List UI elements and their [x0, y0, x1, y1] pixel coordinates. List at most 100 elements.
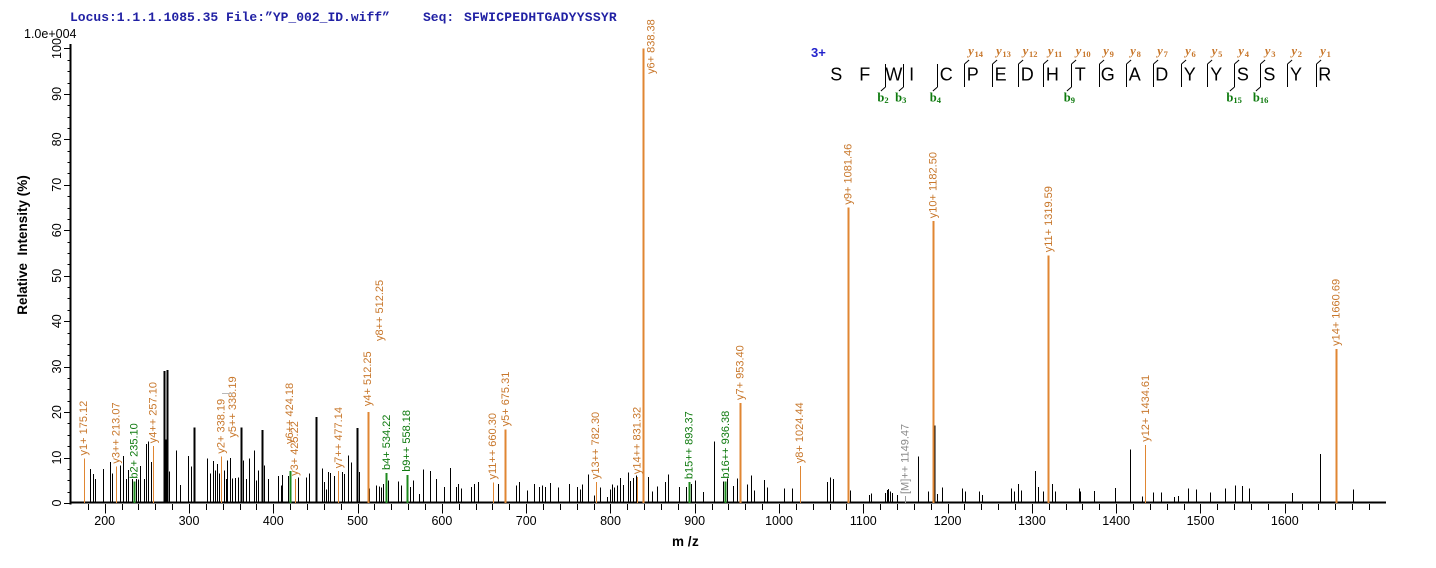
svg-text:5: 5: [1218, 49, 1222, 59]
svg-text:y: y: [1101, 44, 1109, 58]
svg-text:y: y: [1046, 44, 1054, 58]
svg-text:y: y: [966, 44, 974, 58]
svg-text:y8++ 512.25: y8++ 512.25: [374, 280, 386, 341]
svg-text:H: H: [1046, 65, 1059, 85]
svg-text:R: R: [1318, 65, 1331, 85]
svg-text:b: b: [1064, 91, 1071, 105]
svg-text:y6+ 838.38: y6+ 838.38: [646, 19, 658, 74]
svg-text:y8+ 1024.44: y8+ 1024.44: [794, 402, 806, 463]
svg-text:y: y: [1210, 44, 1218, 58]
svg-text:60: 60: [50, 223, 64, 237]
svg-text:9: 9: [1110, 49, 1114, 59]
svg-text:D: D: [1021, 65, 1034, 85]
svg-text:[M]++ 1149.47: [M]++ 1149.47: [900, 424, 912, 494]
svg-text:600: 600: [431, 514, 452, 528]
svg-text:50: 50: [50, 269, 64, 283]
svg-text:y11+ 1319.59: y11+ 1319.59: [1043, 186, 1055, 252]
svg-text:14: 14: [975, 49, 984, 59]
svg-text:A: A: [1129, 65, 1141, 85]
svg-text:y: y: [1236, 44, 1244, 58]
svg-text:4: 4: [1245, 49, 1250, 59]
svg-text:900: 900: [684, 514, 705, 528]
svg-text:y14+ 1660.69: y14+ 1660.69: [1331, 279, 1343, 346]
svg-text:6: 6: [1192, 49, 1196, 59]
svg-text:y2+ 338.19: y2+ 338.19: [216, 399, 228, 454]
svg-text:10: 10: [50, 451, 64, 465]
svg-text:y5+ 675.31: y5+ 675.31: [500, 372, 512, 427]
svg-text:y: y: [1183, 44, 1191, 58]
svg-text:2: 2: [884, 95, 888, 105]
svg-text:800: 800: [600, 514, 621, 528]
svg-text:500: 500: [347, 514, 368, 528]
svg-text:C: C: [940, 65, 953, 85]
svg-text:400: 400: [263, 514, 284, 528]
svg-text:b15++ 893.37: b15++ 893.37: [684, 411, 696, 479]
svg-text:W: W: [885, 65, 902, 85]
svg-text:0: 0: [50, 499, 64, 506]
svg-text:b9++ 558.18: b9++ 558.18: [401, 410, 413, 472]
svg-text:Y: Y: [1210, 65, 1222, 85]
svg-text:T: T: [1075, 65, 1086, 85]
svg-text:S: S: [1237, 65, 1249, 85]
svg-text:b: b: [895, 91, 902, 105]
svg-text:y9+ 1081.46: y9+ 1081.46: [842, 144, 854, 205]
svg-text:b: b: [930, 91, 937, 105]
svg-text:Y: Y: [1290, 65, 1302, 85]
svg-text:SFWICPEDHTGADYYSSYR: SFWICPEDHTGADYYSSYR: [464, 10, 617, 25]
svg-text:y: y: [1290, 44, 1298, 58]
svg-text:3: 3: [902, 95, 906, 105]
svg-text:Seq:: Seq:: [423, 10, 454, 25]
svg-text:y11++ 660.30: y11++ 660.30: [487, 413, 499, 479]
svg-text:y7+ 953.40: y7+ 953.40: [734, 345, 746, 400]
svg-text:F: F: [859, 65, 870, 85]
svg-text:y: y: [1128, 44, 1136, 58]
svg-text:y12+ 1434.61: y12+ 1434.61: [1140, 375, 1152, 442]
svg-text:m /z: m /z: [672, 534, 699, 549]
svg-text:y: y: [1074, 44, 1082, 58]
svg-text:8: 8: [1137, 49, 1141, 59]
svg-text:80: 80: [50, 132, 64, 146]
svg-text:90: 90: [50, 87, 64, 101]
svg-text:y13++ 782.30: y13++ 782.30: [590, 412, 602, 479]
svg-text:b16++ 936.38: b16++ 936.38: [720, 411, 732, 479]
svg-text:1500: 1500: [1187, 514, 1215, 528]
svg-text:11: 11: [1054, 49, 1062, 59]
svg-text:y3++ 213.07: y3++ 213.07: [110, 402, 122, 463]
svg-text:S: S: [1263, 65, 1275, 85]
svg-text:y: y: [1021, 44, 1029, 58]
svg-text:40: 40: [50, 314, 64, 328]
svg-text:1400: 1400: [1102, 514, 1130, 528]
svg-text:15: 15: [1233, 95, 1242, 105]
svg-text:G: G: [1101, 65, 1115, 85]
svg-text:10: 10: [1082, 49, 1091, 59]
svg-text:Locus:1.1.1.1085.35 File:”YP_0: Locus:1.1.1.1085.35 File:”YP_002_ID.wiff…: [70, 10, 390, 25]
svg-text:30: 30: [50, 360, 64, 374]
svg-text:16: 16: [1260, 95, 1269, 105]
svg-text:2: 2: [1298, 49, 1302, 59]
svg-text:Relative Intensity (%): Relative Intensity (%): [15, 175, 30, 315]
svg-text:1: 1: [1327, 49, 1331, 59]
svg-text:70: 70: [50, 178, 64, 192]
svg-text:y4++ 257.10: y4++ 257.10: [147, 382, 159, 443]
svg-text:S: S: [830, 65, 842, 85]
svg-text:y: y: [1155, 44, 1163, 58]
svg-text:13: 13: [1002, 49, 1011, 59]
svg-text:1000: 1000: [765, 514, 793, 528]
svg-text:b: b: [1253, 91, 1260, 105]
svg-text:3: 3: [1271, 49, 1275, 59]
svg-text:y: y: [994, 44, 1002, 58]
svg-text:D: D: [1155, 65, 1168, 85]
svg-text:y6++ 424.18: y6++ 424.18: [284, 383, 296, 444]
svg-text:3+: 3+: [811, 45, 826, 60]
svg-text:300: 300: [179, 514, 200, 528]
svg-text:y: y: [1263, 44, 1271, 58]
svg-text:y10+ 1182.50: y10+ 1182.50: [927, 152, 939, 218]
svg-text:1600: 1600: [1271, 514, 1299, 528]
svg-text:P: P: [967, 65, 979, 85]
svg-text:y7++ 477.14: y7++ 477.14: [333, 407, 345, 468]
svg-text:12: 12: [1029, 49, 1038, 59]
svg-text:y: y: [1318, 44, 1326, 58]
svg-text:I: I: [909, 65, 914, 85]
svg-text:1200: 1200: [934, 514, 962, 528]
svg-text:b: b: [1226, 91, 1233, 105]
